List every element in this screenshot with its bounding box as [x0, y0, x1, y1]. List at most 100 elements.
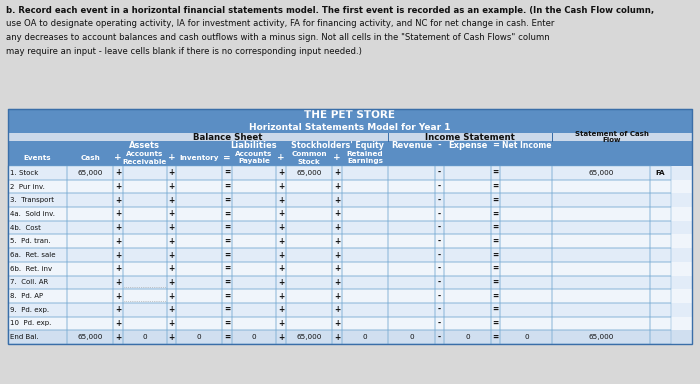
Bar [113, 303, 123, 317]
Text: Balance Sheet: Balance Sheet [193, 132, 262, 141]
Bar [491, 221, 500, 235]
Bar [8, 276, 692, 289]
Bar [176, 207, 222, 221]
Bar [123, 289, 167, 303]
Bar [176, 166, 222, 180]
Bar [167, 180, 176, 194]
Bar [342, 276, 388, 289]
Bar [650, 235, 671, 248]
Bar [232, 207, 276, 221]
Text: +: + [115, 278, 121, 287]
Text: 10  Pd. exp.: 10 Pd. exp. [10, 321, 51, 326]
Bar [500, 262, 552, 276]
Text: +: + [278, 168, 284, 177]
Text: -: - [438, 278, 441, 287]
Text: +: + [277, 154, 285, 162]
Text: +: + [114, 154, 122, 162]
Bar [167, 276, 176, 289]
Bar [552, 262, 650, 276]
Text: =: = [224, 237, 230, 246]
Text: =: = [224, 319, 230, 328]
Bar [8, 248, 66, 262]
Bar [389, 276, 435, 289]
Bar [8, 109, 692, 344]
Bar [444, 330, 491, 344]
Text: =: = [224, 250, 230, 260]
Bar [8, 262, 692, 276]
Text: b. Record each event in a horizontal financial statements model. The first event: b. Record each event in a horizontal fin… [6, 6, 654, 15]
Bar [8, 141, 692, 150]
Bar [435, 317, 444, 330]
Bar [8, 289, 66, 303]
Bar [342, 194, 388, 207]
Bar [552, 194, 650, 207]
Text: +: + [334, 291, 340, 301]
Bar [8, 122, 692, 133]
Bar [232, 330, 276, 344]
Bar [286, 180, 332, 194]
Bar [8, 303, 692, 317]
Text: +: + [169, 209, 174, 218]
Bar [8, 235, 66, 248]
Text: +: + [334, 333, 340, 342]
Bar [491, 317, 500, 330]
Text: +: + [278, 250, 284, 260]
Bar [342, 207, 388, 221]
Bar [286, 289, 332, 303]
Bar [389, 303, 435, 317]
Bar [8, 109, 692, 122]
Bar [123, 262, 167, 276]
Bar [276, 330, 286, 344]
Text: +: + [115, 209, 121, 218]
Bar [500, 330, 552, 344]
Text: +: + [334, 168, 340, 177]
Bar [435, 289, 444, 303]
Text: Accounts
Payable: Accounts Payable [235, 152, 272, 164]
Text: =: = [493, 182, 499, 191]
Bar [176, 276, 222, 289]
Bar [552, 235, 650, 248]
Bar [8, 248, 692, 262]
Bar [8, 207, 66, 221]
Bar [8, 235, 692, 248]
Bar [491, 289, 500, 303]
Bar [286, 221, 332, 235]
Bar [444, 317, 491, 330]
Text: =: = [493, 319, 499, 328]
Bar [222, 180, 232, 194]
Bar [222, 289, 232, 303]
Text: +: + [115, 196, 121, 205]
Bar [389, 289, 435, 303]
Bar [552, 221, 650, 235]
Bar [8, 317, 66, 330]
Text: =: = [493, 305, 499, 314]
Text: +: + [169, 237, 174, 246]
Text: +: + [278, 319, 284, 328]
Bar [650, 262, 671, 276]
Bar [435, 194, 444, 207]
Bar [286, 166, 332, 180]
Bar [66, 276, 113, 289]
Bar [276, 317, 286, 330]
Text: +: + [334, 250, 340, 260]
Bar [8, 133, 692, 141]
Text: FA: FA [656, 170, 665, 176]
Bar [389, 207, 435, 221]
Bar [332, 330, 342, 344]
Text: +: + [334, 264, 340, 273]
Text: Inventory: Inventory [179, 155, 219, 161]
Text: +: + [169, 278, 174, 287]
Bar [276, 207, 286, 221]
Bar [66, 248, 113, 262]
Text: +: + [278, 305, 284, 314]
Bar [332, 194, 342, 207]
Text: -: - [438, 223, 441, 232]
Bar [491, 248, 500, 262]
Text: =: = [224, 196, 230, 205]
Bar [332, 303, 342, 317]
Text: use OA to designate operating activity, IA for investment activity, FA for finan: use OA to designate operating activity, … [6, 20, 554, 28]
Bar [491, 262, 500, 276]
Bar [222, 317, 232, 330]
Bar [332, 248, 342, 262]
Text: 0: 0 [410, 334, 414, 340]
